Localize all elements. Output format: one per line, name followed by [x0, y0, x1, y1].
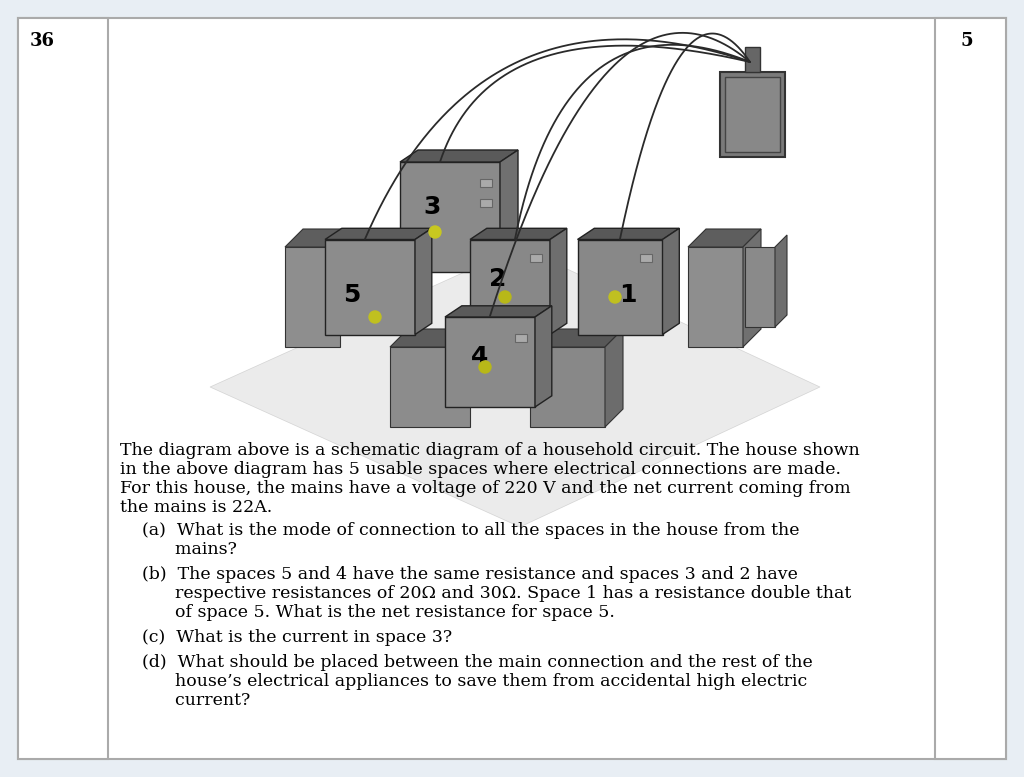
Bar — [530, 254, 542, 262]
Polygon shape — [743, 229, 761, 347]
Polygon shape — [550, 228, 567, 335]
Polygon shape — [688, 229, 761, 247]
Polygon shape — [775, 235, 787, 327]
Circle shape — [609, 291, 621, 303]
Polygon shape — [325, 228, 432, 239]
Text: mains?: mains? — [120, 541, 237, 558]
Bar — [18, 18, 108, 759]
Circle shape — [369, 311, 381, 323]
Text: 5: 5 — [343, 283, 360, 307]
Circle shape — [479, 361, 490, 373]
Text: of space 5. What is the net resistance for space 5.: of space 5. What is the net resistance f… — [120, 604, 614, 621]
Polygon shape — [605, 329, 623, 427]
Bar — [745, 47, 760, 72]
Polygon shape — [390, 329, 488, 347]
Polygon shape — [578, 239, 663, 335]
Text: the mains is 22A.: the mains is 22A. — [120, 499, 272, 516]
Text: current?: current? — [120, 692, 250, 709]
Bar — [935, 18, 1006, 759]
Polygon shape — [390, 347, 470, 427]
Circle shape — [429, 226, 441, 238]
Polygon shape — [578, 228, 679, 239]
Polygon shape — [530, 347, 605, 427]
Polygon shape — [445, 306, 552, 317]
Bar — [480, 199, 492, 207]
Polygon shape — [470, 228, 567, 239]
Text: 5: 5 — [961, 32, 973, 50]
Polygon shape — [285, 247, 340, 347]
Polygon shape — [530, 329, 623, 347]
Polygon shape — [663, 228, 679, 335]
Bar — [720, 72, 785, 157]
Polygon shape — [688, 247, 743, 347]
Polygon shape — [470, 239, 550, 335]
Polygon shape — [400, 150, 518, 162]
Bar — [640, 254, 652, 262]
Text: (b)  The spaces 5 and 4 have the same resistance and spaces 3 and 2 have: (b) The spaces 5 and 4 have the same res… — [120, 566, 798, 583]
Text: (a)  What is the mode of connection to all the spaces in the house from the: (a) What is the mode of connection to al… — [120, 522, 800, 539]
Polygon shape — [285, 229, 358, 247]
Polygon shape — [400, 162, 500, 272]
Polygon shape — [500, 150, 518, 272]
Text: 1: 1 — [620, 283, 637, 307]
Bar — [515, 334, 527, 342]
Bar — [480, 179, 492, 187]
Text: (d)  What should be placed between the main connection and the rest of the: (d) What should be placed between the ma… — [120, 654, 813, 671]
Text: 36: 36 — [30, 32, 55, 50]
Text: The diagram above is a schematic diagram of a household circuit. The house shown: The diagram above is a schematic diagram… — [120, 442, 860, 459]
Circle shape — [499, 291, 511, 303]
Polygon shape — [415, 228, 432, 335]
Text: 2: 2 — [489, 267, 507, 291]
Polygon shape — [325, 239, 415, 335]
Text: house’s electrical appliances to save them from accidental high electric: house’s electrical appliances to save th… — [120, 673, 807, 690]
Polygon shape — [535, 306, 552, 407]
Polygon shape — [210, 247, 820, 527]
Bar — [725, 77, 780, 152]
Polygon shape — [445, 317, 535, 407]
Text: respective resistances of 20Ω and 30Ω. Space 1 has a resistance double that: respective resistances of 20Ω and 30Ω. S… — [120, 585, 851, 602]
Polygon shape — [745, 247, 775, 327]
Text: in the above diagram has 5 usable spaces where electrical connections are made.: in the above diagram has 5 usable spaces… — [120, 461, 841, 478]
Text: 3: 3 — [423, 195, 440, 219]
Text: (c)  What is the current in space 3?: (c) What is the current in space 3? — [120, 629, 453, 646]
Text: 4: 4 — [471, 345, 488, 369]
Text: For this house, the mains have a voltage of 220 V and the net current coming fro: For this house, the mains have a voltage… — [120, 480, 851, 497]
